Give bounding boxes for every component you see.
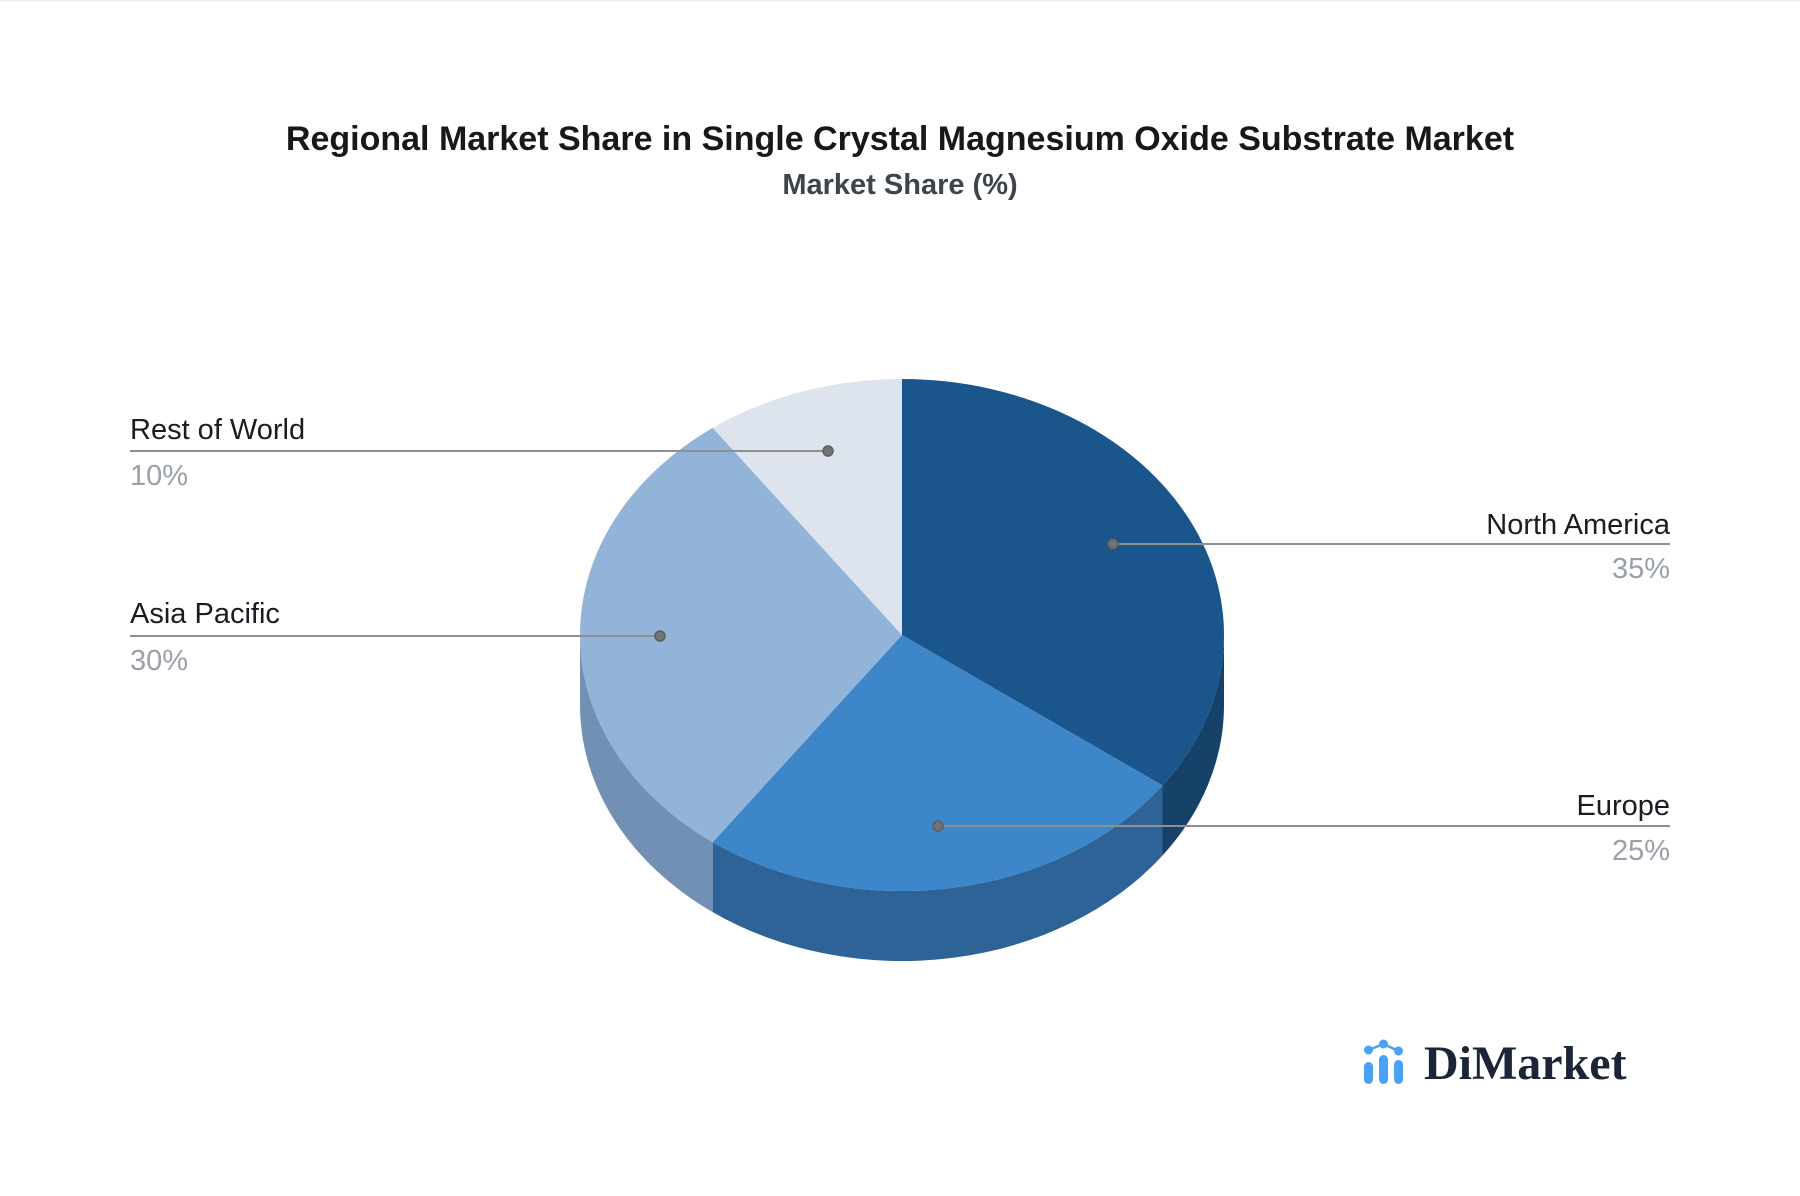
callout-value-north-america: 35%	[1611, 553, 1670, 585]
bar-chart-trend-icon	[1364, 1039, 1403, 1084]
pie-slice-europe[interactable]	[712, 635, 1163, 892]
callout-label-europe: Europe	[1576, 790, 1670, 822]
pie-side-europe	[712, 785, 1163, 962]
callout-dot-rest-of-world	[822, 445, 834, 457]
logo-text: DiMarket	[1424, 1037, 1627, 1090]
callout-dot-north-america	[1107, 538, 1119, 550]
callout-value-europe: 25%	[1611, 835, 1670, 867]
dimarket-logo[interactable]: DiMarket	[1360, 1038, 1627, 1090]
pie-side-asia-pacific	[580, 635, 713, 913]
callout-dot-europe	[932, 820, 944, 832]
callout-label-rest-of-world: Rest of World	[130, 414, 306, 446]
callout-value-rest-of-world: 10%	[130, 460, 189, 492]
callout-dot-asia-pacific	[654, 630, 666, 642]
callout-label-asia-pacific: Asia Pacific	[130, 598, 280, 630]
callout-value-asia-pacific: 30%	[130, 645, 189, 677]
callout-label-north-america: North America	[1486, 509, 1670, 541]
pie-slice-rest-of-world[interactable]	[712, 378, 902, 635]
chart-title: Regional Market Share in Single Crystal …	[285, 120, 1515, 158]
pie-slice-asia-pacific[interactable]	[579, 427, 902, 843]
chart-subtitle: Market Share (%)	[782, 169, 1018, 201]
pie-side-north-america	[1162, 635, 1225, 856]
pie-slice-north-america[interactable]	[902, 379, 1225, 786]
